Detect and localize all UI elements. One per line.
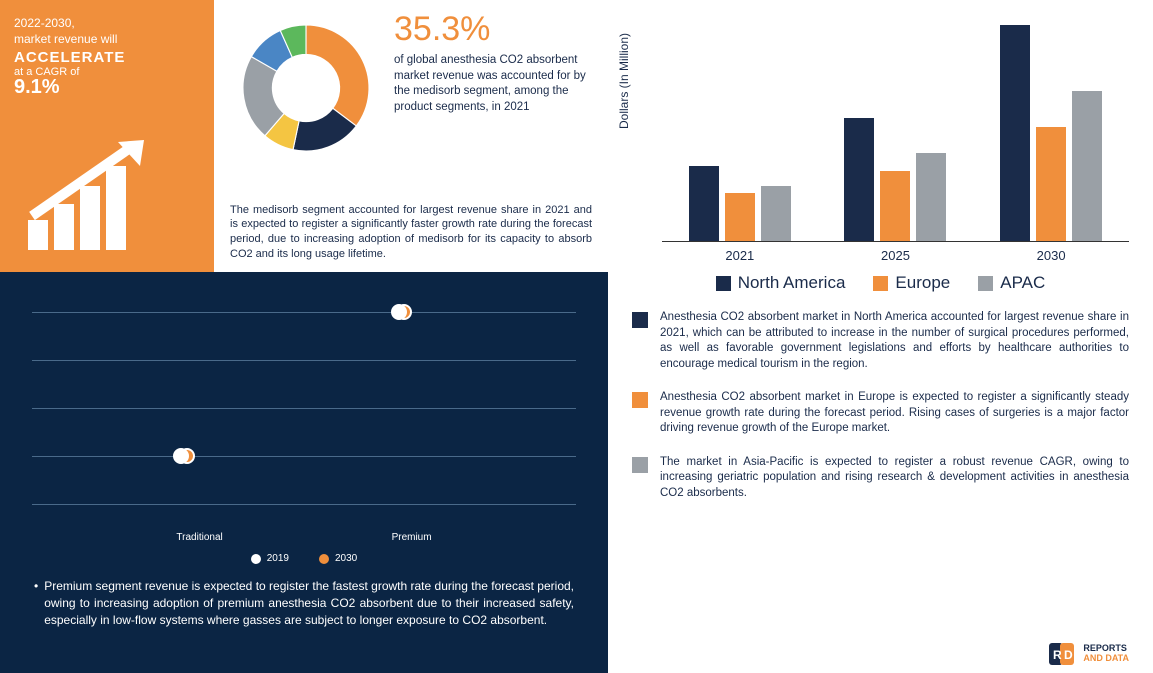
bar-xlabel: 2025 xyxy=(881,248,910,263)
donut-desc: of global anesthesia CO2 absorbent marke… xyxy=(394,53,596,115)
bar xyxy=(844,118,874,241)
growth-chart-icon xyxy=(20,138,180,258)
bar-xlabel: 2030 xyxy=(1037,248,1066,263)
bar-xlabel: 2021 xyxy=(725,248,754,263)
region-color-icon xyxy=(632,457,648,473)
cagr-value: 9.1% xyxy=(14,76,200,99)
cagr-accelerate: ACCELERATE xyxy=(14,49,200,66)
bar xyxy=(725,193,755,241)
cagr-period: 2022-2030, xyxy=(14,16,200,32)
logo-line2: AND DATA xyxy=(1083,654,1129,664)
region-text: The market in Asia-Pacific is expected t… xyxy=(660,455,1129,502)
dark-xlabel: Premium xyxy=(392,532,432,543)
bar xyxy=(689,166,719,241)
dark-xlabel: Traditional xyxy=(176,532,222,543)
logo: R D REPORTS AND DATA xyxy=(1049,643,1129,665)
logo-icon: R D xyxy=(1049,643,1077,665)
svg-text:D: D xyxy=(1064,648,1073,662)
bar xyxy=(916,153,946,241)
region-desc: Anesthesia CO2 absorbent market in North… xyxy=(632,310,1129,372)
bullet-icon: • xyxy=(34,578,38,628)
bar-group xyxy=(835,118,955,241)
bar-group xyxy=(991,25,1111,241)
cagr-line2: market revenue will xyxy=(14,32,200,48)
bar-chart: Dollars (In Million) 202120252030 North … xyxy=(632,12,1129,292)
dark-legend-item: 2030 xyxy=(319,553,357,564)
bar xyxy=(1072,91,1102,241)
dark-desc-text: Premium segment revenue is expected to r… xyxy=(44,578,574,628)
bar-legend-item: APAC xyxy=(978,273,1045,293)
bar xyxy=(761,186,791,241)
donut-big-pct: 35.3% xyxy=(394,10,596,49)
bar xyxy=(880,171,910,241)
bar-legend-item: North America xyxy=(716,273,846,293)
bar xyxy=(1000,25,1030,241)
region-desc: Anesthesia CO2 absorbent market in Europ… xyxy=(632,390,1129,437)
donut-chart xyxy=(236,18,376,158)
bar-ylabel: Dollars (In Million) xyxy=(617,33,631,129)
donut-below-text: The medisorb segment accounted for large… xyxy=(214,199,608,272)
dark-legend-item: 2019 xyxy=(251,553,289,564)
bar-group xyxy=(680,166,800,241)
region-color-icon xyxy=(632,392,648,408)
region-desc: The market in Asia-Pacific is expected t… xyxy=(632,455,1129,502)
region-text: Anesthesia CO2 absorbent market in North… xyxy=(660,310,1129,372)
region-color-icon xyxy=(632,312,648,328)
bar xyxy=(1036,127,1066,241)
svg-text:R: R xyxy=(1053,648,1062,662)
bar-legend-item: Europe xyxy=(873,273,950,293)
cagr-highlight-box: 2022-2030, market revenue will ACCELERAT… xyxy=(0,0,214,272)
dark-slider-panel: Traditional Premium 2019 2030 •Premium seg… xyxy=(0,272,608,673)
region-text: Anesthesia CO2 absorbent market in Europ… xyxy=(660,390,1129,437)
